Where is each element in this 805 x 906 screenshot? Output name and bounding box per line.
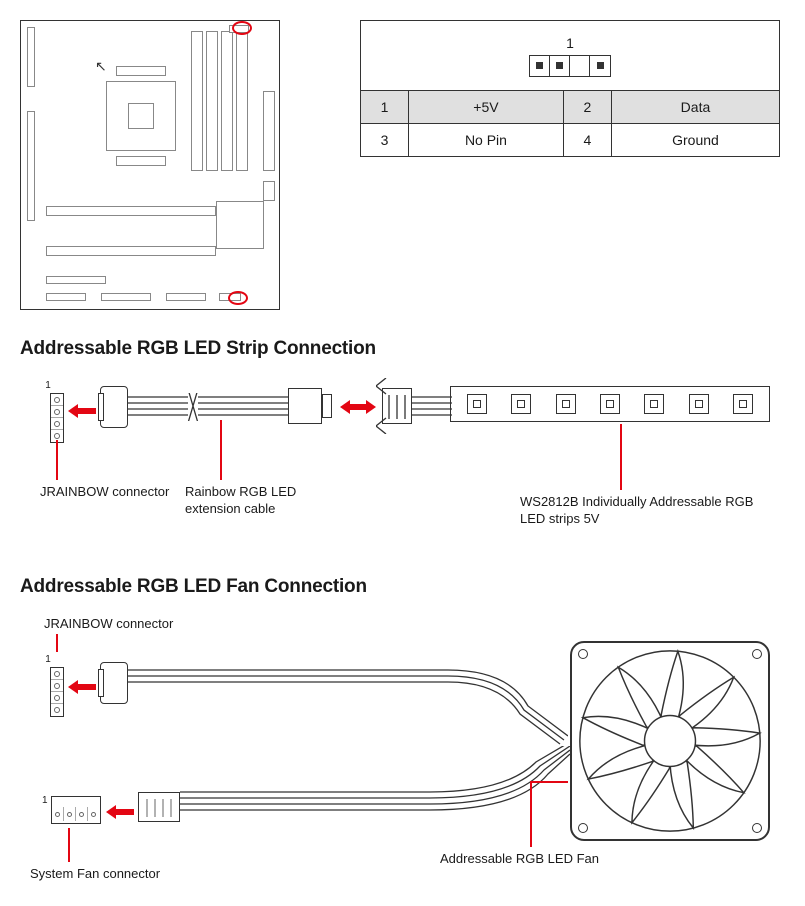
pinout-table: 1 +5V 2 Data 3 No Pin 4 Ground [360, 90, 780, 157]
pin-num: 1 [361, 91, 409, 124]
double-arrow-icon [340, 400, 376, 414]
pin-1-label: 1 [566, 35, 574, 51]
plug-icon [98, 393, 104, 421]
plug-icon [322, 394, 332, 418]
pin-1-label: 1 [45, 380, 51, 391]
callout-line [56, 634, 58, 652]
callout-sysfan: System Fan connector [30, 866, 160, 883]
callout-line [220, 420, 222, 480]
cable-icon [412, 393, 452, 419]
plug-icon [98, 669, 104, 697]
arrow-icon [68, 680, 96, 694]
callout-fan: Addressable RGB LED Fan [440, 851, 599, 868]
strip-diagram: 1 [20, 378, 780, 548]
pin-val: +5V [409, 91, 564, 124]
pin-1-label: 1 [45, 654, 51, 665]
pinout-table-wrap: 1 1 +5V 2 Data 3 No Pin 4 Ground [360, 20, 780, 157]
callout-line [530, 781, 532, 847]
led-strip-icon [450, 386, 770, 422]
section-heading-strip: Addressable RGB LED Strip Connection [20, 338, 785, 360]
callout-jrainbow: JRAINBOW connector [40, 484, 169, 501]
pin-num: 2 [563, 91, 611, 124]
jrainbow-location-top [232, 21, 252, 35]
section-heading-fan: Addressable RGB LED Fan Connection [20, 576, 785, 598]
fan-diagram: JRAINBOW connector 1 1 [20, 616, 780, 886]
pin-1-label: 1 [42, 795, 48, 806]
callout-line [530, 781, 568, 783]
callout-ext-cable: Rainbow RGB LED extension cable [185, 484, 325, 518]
jrainbow-connector-icon: 1 [50, 380, 64, 443]
callout-line [68, 828, 70, 862]
pin-val: Ground [611, 124, 779, 157]
callout-line [56, 440, 58, 480]
pin-num: 4 [563, 124, 611, 157]
pin-val: No Pin [409, 124, 564, 157]
plug-icon [138, 792, 180, 822]
cable-icon [128, 666, 568, 746]
jrainbow-connector-icon: 1 [50, 654, 64, 717]
callout-strip: WS2812B Individually Addressable RGB LED… [520, 494, 780, 528]
plug-icon [100, 386, 128, 428]
arrow-icon [106, 805, 134, 819]
jrainbow-location-bottom [228, 291, 248, 305]
connector-4pin-icon [529, 55, 611, 77]
motherboard-diagram: ↖ [20, 20, 280, 310]
plug-icon [100, 662, 128, 704]
cable-icon [180, 746, 570, 816]
pinout-connector-diagram: 1 [360, 20, 780, 90]
cursor-icon: ↖ [95, 58, 107, 75]
arrow-icon [68, 404, 96, 418]
cable-icon [128, 393, 288, 421]
plug-icon [288, 388, 322, 424]
pin-val: Data [611, 91, 779, 124]
sysfan-connector-icon: 1 [42, 796, 101, 824]
callout-line [620, 424, 622, 490]
pin-num: 3 [361, 124, 409, 157]
plug-icon [382, 388, 412, 424]
fan-icon [570, 641, 770, 841]
callout-jrainbow-top: JRAINBOW connector [44, 616, 173, 631]
